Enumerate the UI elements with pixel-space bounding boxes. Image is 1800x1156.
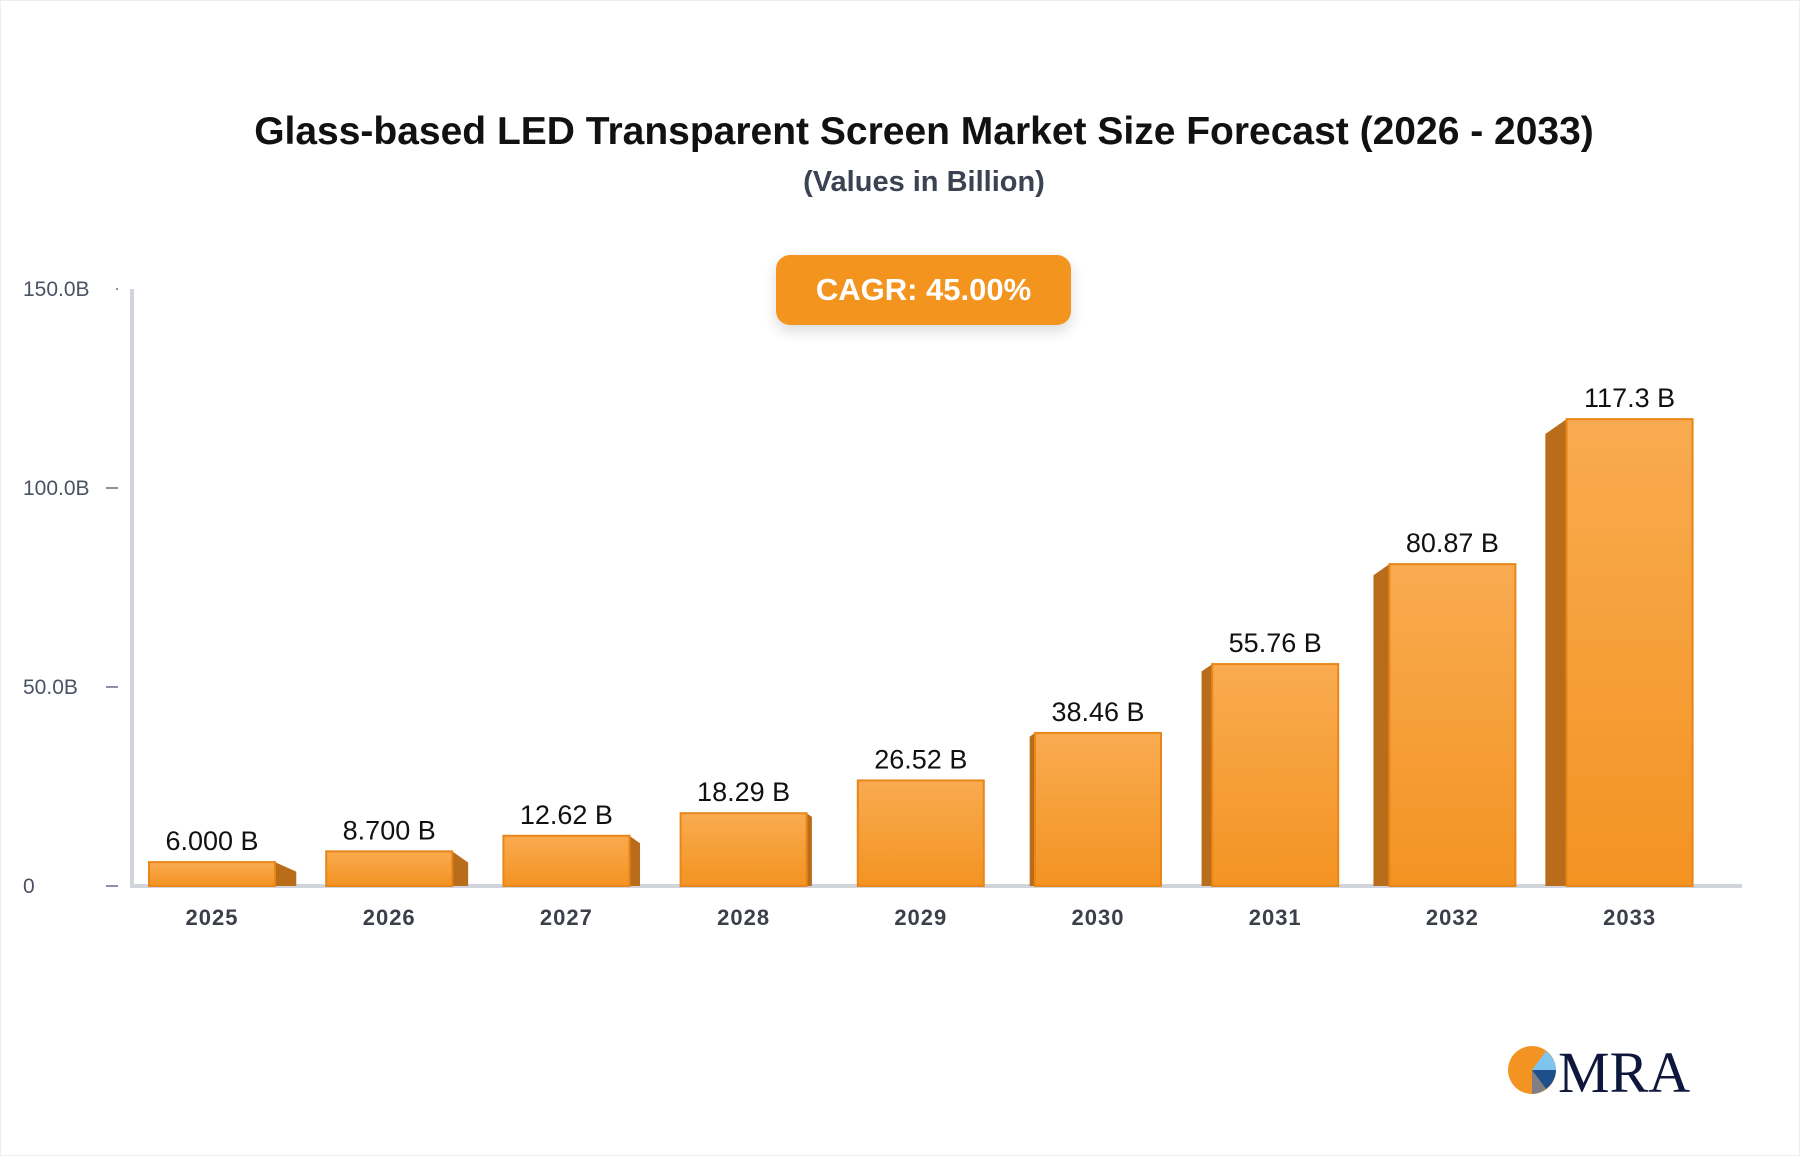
x-tick-label: 2033 [1603, 905, 1656, 930]
data-label: 55.76 B [1229, 628, 1322, 658]
x-tick-label: 2029 [894, 905, 947, 930]
data-label: 117.3 B [1584, 383, 1675, 413]
bar [1565, 418, 1694, 887]
data-label: 26.52 B [874, 744, 967, 774]
data-label: 80.87 B [1406, 528, 1499, 558]
cagr-badge: CAGR: 45.00% [776, 255, 1071, 325]
x-tick-label: 2026 [363, 905, 416, 930]
bar-side [1545, 419, 1567, 886]
bar [1211, 663, 1340, 887]
chart-subtitle: (Values in Billion) [803, 166, 1045, 198]
bar-2031: 55.76 B 2031 [1201, 628, 1340, 930]
x-tick-label: 2025 [186, 905, 239, 930]
bar-2027: 12.62 B 2027 [502, 800, 641, 930]
bar-2030: 38.46 B 2030 [1029, 697, 1162, 930]
chart-title: Glass-based LED Transparent Screen Marke… [254, 110, 1594, 153]
bar-side [806, 813, 812, 886]
x-tick-label: 2027 [540, 905, 593, 930]
y-tick-label: 100.0B [23, 477, 90, 500]
bar-side [629, 835, 641, 886]
x-tick-label: 2030 [1072, 905, 1125, 930]
x-tick-label: 2028 [717, 905, 770, 930]
data-label: 6.000 B [165, 826, 258, 856]
bar-side [1201, 664, 1213, 886]
bar [856, 779, 985, 887]
bar-side [1373, 564, 1390, 886]
bar-2026: 8.700 B 2026 [325, 815, 469, 930]
bar [1388, 563, 1517, 887]
bar-side [452, 851, 469, 886]
bar [148, 861, 276, 887]
mra-logo: MRA [1508, 1040, 1690, 1100]
data-label: 8.700 B [343, 815, 436, 845]
bar-side [275, 862, 297, 886]
data-label: 12.62 B [520, 800, 613, 830]
x-tick-label: 2031 [1249, 905, 1302, 930]
y-tick-label: 150.0B [23, 278, 90, 301]
data-label: 18.29 B [697, 777, 790, 807]
bar-2025: 6.000 B 2025 [148, 826, 297, 930]
y-tick-label: 0 [23, 875, 35, 898]
bar-2029: 26.52 B 2029 [856, 744, 985, 930]
logo-text: MRA [1558, 1040, 1690, 1100]
bar-2032: 80.87 B 2032 [1373, 528, 1517, 930]
bar [1034, 731, 1162, 887]
bar-2033: 117.3 B 2033 [1545, 383, 1694, 930]
bar [325, 850, 454, 888]
y-tick-label: 50.0B [23, 676, 78, 699]
bar [502, 834, 631, 887]
x-tick-label: 2032 [1426, 905, 1479, 930]
bar [679, 812, 808, 888]
data-label: 38.46 B [1051, 697, 1144, 727]
bar-side [1029, 732, 1035, 886]
bar-2028: 18.29 B 2028 [679, 777, 812, 930]
